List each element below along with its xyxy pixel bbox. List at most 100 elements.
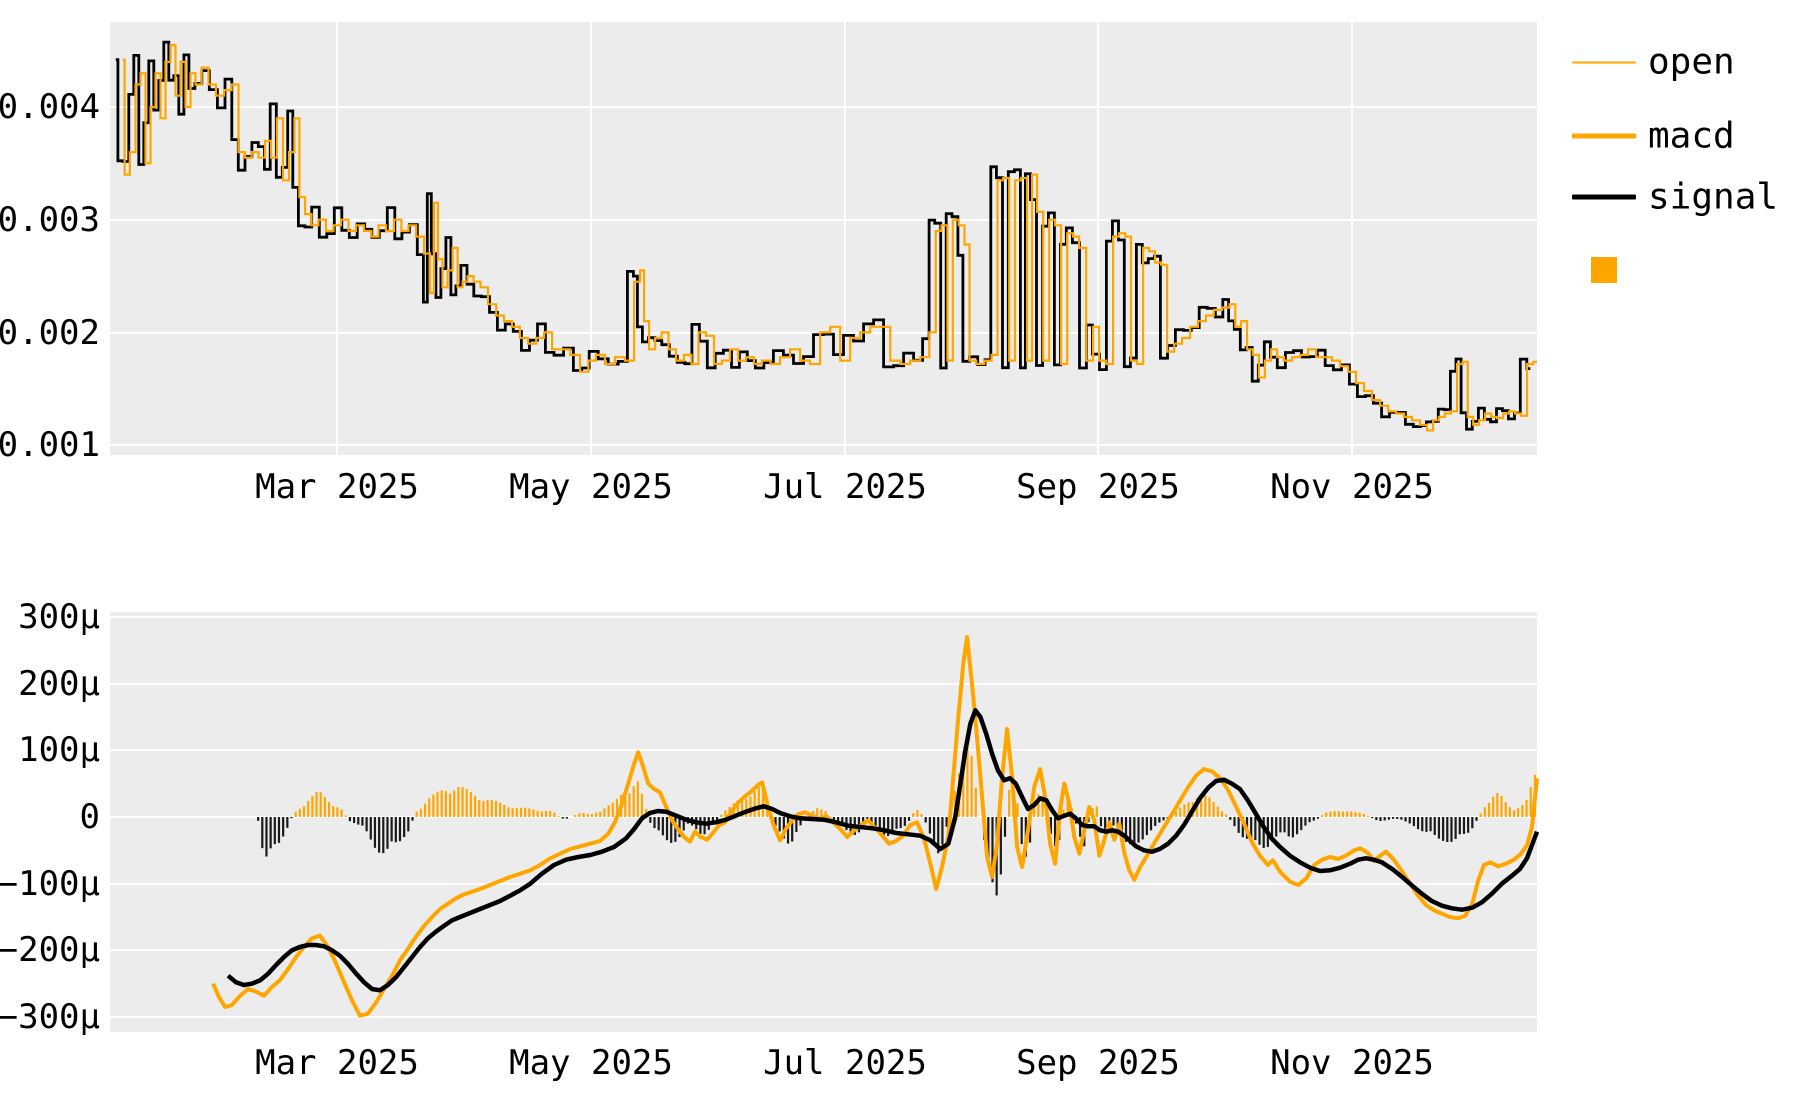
macd-histogram-bar (411, 817, 414, 821)
macd-histogram-bar (357, 817, 360, 825)
macd-histogram-bar (657, 817, 660, 831)
macd-histogram-bar (903, 817, 906, 826)
macd-histogram-bar (261, 817, 264, 849)
macd-histogram-bar (987, 817, 990, 861)
macd-histogram-bar (1425, 817, 1428, 832)
macd-histogram-bar (782, 817, 785, 839)
macd-histogram-bar (352, 817, 356, 824)
macd-histogram-bar (778, 817, 781, 832)
macd-histogram-bar (403, 817, 406, 838)
macd-histogram-bar (1095, 806, 1098, 817)
macd-histogram-bar (515, 807, 518, 817)
macd-histogram-bar (1375, 817, 1378, 821)
signal-line (226, 708, 1540, 993)
macd-histogram-bar (436, 791, 439, 817)
macd-histogram-bar (837, 817, 840, 823)
macd-histogram-bar (1008, 789, 1011, 817)
macd-histogram-bar (1412, 817, 1416, 827)
macd-histogram-bar (1291, 817, 1295, 838)
macd-histogram-bar (615, 798, 619, 817)
macd-histogram-bar (311, 796, 314, 817)
macd-histogram-bar (478, 800, 481, 817)
macd-histogram-bar (1508, 807, 1511, 817)
macd-histogram-bar (578, 813, 581, 817)
legend-item-histogram (1572, 257, 1648, 283)
macd-histogram-bar (1225, 814, 1228, 817)
macd-histogram-bar (1154, 817, 1157, 826)
macd-histogram-bar (282, 817, 285, 837)
macd-histogram-bar (1174, 811, 1178, 817)
macd-histogram-bar (1458, 817, 1461, 835)
macd-line-swatch-icon (1572, 133, 1636, 139)
macd-histogram-bar (945, 817, 948, 827)
macd-histogram-bar (1020, 817, 1023, 845)
bottom-y-tick-label: 100µ (18, 730, 100, 770)
macd-histogram-bar (486, 799, 489, 817)
macd-histogram-bar (774, 817, 777, 826)
macd-histogram-bar (715, 817, 719, 820)
macd-histogram-bar (1233, 817, 1236, 827)
macd-histogram-bar (891, 817, 894, 834)
macd-histogram-bar (1450, 817, 1453, 842)
macd-histogram-bar (315, 791, 318, 817)
macd-histogram-bar (1471, 817, 1474, 829)
top-y-tick-label: 0.003 (0, 200, 100, 240)
macd-histogram-bar (1270, 817, 1274, 842)
macd-histogram-bar (1295, 817, 1299, 835)
macd-histogram-bar (386, 817, 389, 849)
macd-histogram-bar (1033, 802, 1036, 817)
macd-histogram-bar (953, 790, 957, 817)
macd-histogram-bar (553, 812, 556, 817)
macd-histogram-bar (1037, 794, 1040, 817)
macd-histogram-bar (340, 809, 343, 817)
macd-histogram-bar (302, 806, 306, 817)
macd-histogram-bar (1241, 817, 1244, 838)
macd-histogram-bar (586, 814, 589, 817)
macd-histogram-bar (1366, 815, 1370, 817)
macd-histogram-bar (1287, 817, 1290, 837)
macd-histogram-bar (870, 817, 873, 824)
macd-histogram-bar (1337, 811, 1340, 817)
macd-histogram-bar (1525, 799, 1528, 817)
macd-histogram-bar (1283, 817, 1286, 833)
macd-histogram-bar (966, 732, 969, 817)
macd-histogram-bar (1521, 804, 1524, 817)
macd-histogram-bar (1179, 807, 1182, 817)
bottom-x-tick-label: Sep 2025 (1016, 1043, 1180, 1083)
macd-histogram-bar (1003, 817, 1007, 837)
open-line-swatch-icon (1572, 61, 1636, 63)
bottom-plot-area (110, 612, 1537, 1032)
macd-histogram-bar (1145, 817, 1148, 836)
macd-histogram-bar (490, 799, 493, 817)
macd-histogram-bar (1492, 796, 1495, 817)
macd-histogram-bar (432, 794, 435, 817)
macd-histogram-bar (932, 817, 936, 845)
macd-histogram-bar (1216, 806, 1219, 817)
macd-histogram-bar (599, 811, 602, 817)
macd-histogram-bar (423, 803, 427, 817)
macd-histogram-bar (561, 817, 564, 819)
macd-histogram-bar (907, 817, 911, 821)
top-black-step-line (115, 40, 1531, 431)
macd-histogram-bar (1187, 802, 1190, 817)
top-y-tick-label: 0.001 (0, 425, 100, 465)
macd-histogram-bar (640, 793, 644, 817)
macd-histogram-bar (661, 817, 664, 836)
signal-line-swatch-icon (1572, 194, 1636, 200)
macd-histogram-bar (1300, 817, 1303, 831)
macd-histogram-bar (453, 790, 456, 817)
macd-histogram-bar (745, 799, 748, 817)
macd-histogram-bar (503, 804, 506, 817)
macd-histogram-bar (1104, 817, 1107, 831)
macd-histogram-bar (1391, 817, 1395, 819)
bottom-x-tick-label: Jul 2025 (763, 1043, 927, 1083)
macd-histogram-bar (1137, 817, 1140, 843)
open-step-line (122, 43, 1537, 432)
macd-histogram-bar (365, 817, 368, 832)
macd-histogram-bar (603, 808, 606, 817)
macd-histogram-bar (882, 817, 886, 835)
macd-histogram-bar (924, 817, 927, 823)
macd-histogram-bar (974, 787, 977, 817)
